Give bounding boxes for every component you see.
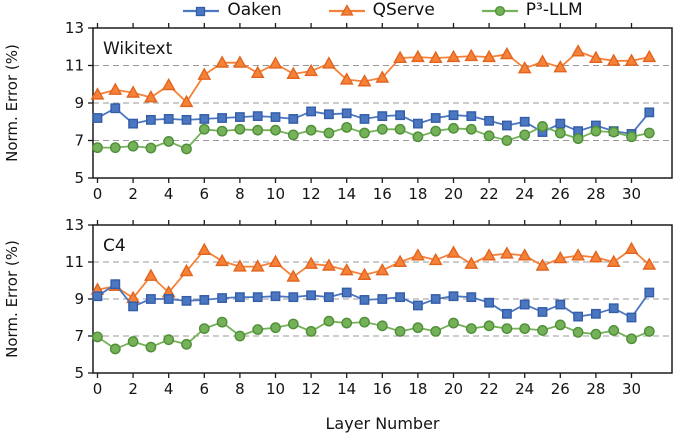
subplot-wikitext: 0 2 4 6 8 10 12 14 16 18 20 22 24 26 28 301311975Wikite…: [3, 19, 673, 203]
x-tick-label: 18: [408, 380, 427, 398]
x-tick-label: 28: [586, 380, 605, 398]
x-tick-label: 24: [515, 380, 534, 398]
series-oaken: [92, 279, 655, 323]
x-tick-label: 26: [551, 380, 570, 398]
x-tick-label: 2: [128, 380, 138, 398]
series-oaken: [92, 103, 655, 139]
x-tick-label: 22: [480, 380, 499, 398]
legend-item-pllm: P³-LLM: [481, 0, 583, 21]
y-tick-label: 5: [74, 364, 84, 382]
x-tick-label: 10: [266, 185, 285, 203]
series-qserve: [90, 44, 657, 108]
x-tick-label: 24: [515, 185, 534, 203]
series-pllm: [92, 315, 655, 355]
y-tick-label: 13: [65, 216, 84, 234]
y-tick-label: 9: [74, 94, 84, 112]
subplot-c4: 0 2 4 6 8 10 12 14 16 18 20 22 24 26 28 301311975C4Norm…: [3, 216, 673, 433]
x-tick-label: 8: [235, 185, 245, 203]
series-qserve-markers: [90, 241, 657, 304]
x-tick-label: 20: [444, 185, 463, 203]
subplot-title: C4: [103, 236, 126, 256]
x-tick-label: 0: [93, 185, 103, 203]
x-tick-label: 12: [302, 185, 321, 203]
legend-label-qserve: QServe: [372, 0, 435, 20]
series-qserve-markers: [90, 44, 657, 108]
legend-item-qserve: QServe: [328, 0, 435, 21]
legend-label-oaken: Oaken: [227, 0, 282, 20]
x-tick-label: 2: [128, 185, 138, 203]
y-tick-label: 11: [65, 57, 84, 75]
series-qserve-line: [97, 50, 650, 103]
y-tick-label: 11: [65, 253, 84, 271]
x-tick-label: 26: [551, 185, 570, 203]
series-oaken-line: [97, 107, 650, 135]
series-pllm: [92, 121, 655, 155]
y-tick-label: 13: [65, 19, 84, 37]
subplot-title: Wikitext: [103, 39, 173, 59]
y-tick-label: 9: [74, 290, 84, 308]
y-tick-label: 5: [74, 169, 84, 187]
pllm-circle-icon: [481, 5, 518, 16]
x-tick-label: 4: [164, 185, 174, 203]
x-tick-label: 28: [586, 185, 605, 203]
x-tick-label: 12: [302, 380, 321, 398]
y-tick-label: 7: [74, 327, 84, 345]
series-pllm-line: [96, 320, 650, 350]
x-axis-label: Layer Number: [326, 414, 440, 433]
series-oaken-markers: [92, 103, 655, 139]
series-oaken-line: [96, 283, 651, 319]
series-qserve-line: [97, 248, 650, 300]
legend: Oaken QServe P³-LLM: [93, 0, 672, 21]
x-tick-label: 4: [164, 380, 174, 398]
plot-border: [92, 27, 673, 179]
legend-label-pllm: P³-LLM: [525, 0, 583, 20]
x-tick-label: 16: [373, 185, 392, 203]
x-tick-label: 0: [93, 380, 103, 398]
oaken-square-icon: [183, 6, 220, 16]
x-tick-label: 6: [200, 380, 210, 398]
y-tick-label: 7: [74, 132, 84, 150]
series-pllm-markers: [92, 121, 655, 155]
x-tick-label: 8: [235, 380, 245, 398]
x-tick-label: 30: [622, 185, 641, 203]
qserve-triangle-icon: [328, 3, 365, 16]
x-tick-label: 10: [266, 380, 285, 398]
x-tick-label: 14: [337, 185, 356, 203]
x-tick-label: 18: [408, 185, 427, 203]
legend-item-oaken: Oaken: [182, 0, 282, 21]
x-tick-label: 30: [622, 380, 641, 398]
series-pllm-markers: [92, 315, 655, 355]
x-tick-label: 16: [373, 380, 392, 398]
series-pllm-line: [97, 125, 650, 150]
x-tick-label: 6: [200, 185, 210, 203]
y-axis-label: Norm. Error (%): [3, 240, 21, 358]
x-tick-label: 14: [337, 380, 356, 398]
x-tick-label: 22: [480, 185, 499, 203]
series-qserve: [90, 241, 657, 304]
x-tick-label: 20: [444, 380, 463, 398]
y-axis-label: Norm. Error (%): [3, 44, 21, 162]
series-oaken-markers: [92, 279, 655, 323]
